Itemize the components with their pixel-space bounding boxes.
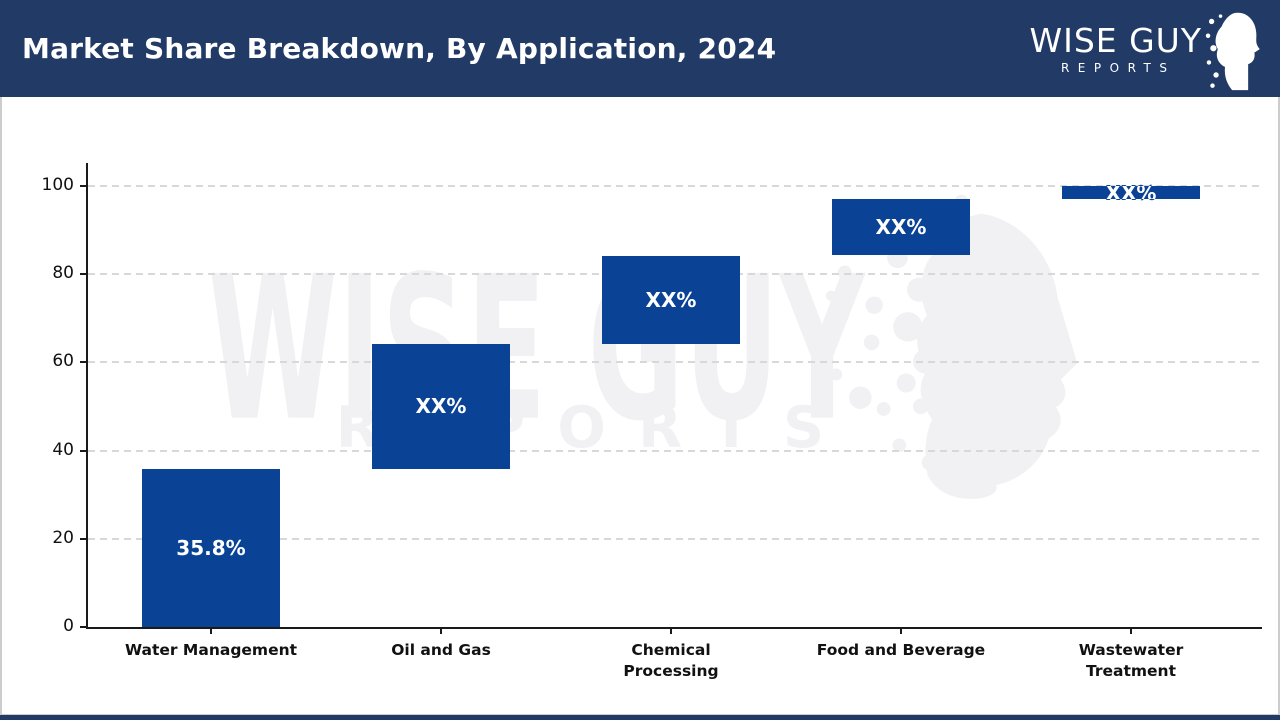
- logo-text: WISE GUY REPORTS: [1029, 24, 1202, 75]
- watermark: WISE GUY REPORTS: [208, 194, 1078, 499]
- chart-canvas: WISE GUY REPORTS: [0, 97, 1280, 714]
- watermark-wordmark: WISE GUY: [208, 234, 866, 465]
- watermark-face-icon: [825, 194, 1078, 499]
- header: Market Share Breakdown, By Application, …: [0, 0, 1280, 97]
- footer-strip: [0, 715, 1280, 720]
- bottom-divider: [0, 714, 1280, 715]
- logo-face-icon: [1205, 12, 1260, 90]
- logo-wordmark: WISE GUY: [1029, 21, 1202, 60]
- page-title: Market Share Breakdown, By Application, …: [22, 32, 777, 65]
- logo-tagline: REPORTS: [1060, 61, 1176, 75]
- brand-logo: WISE GUY REPORTS: [1029, 9, 1262, 91]
